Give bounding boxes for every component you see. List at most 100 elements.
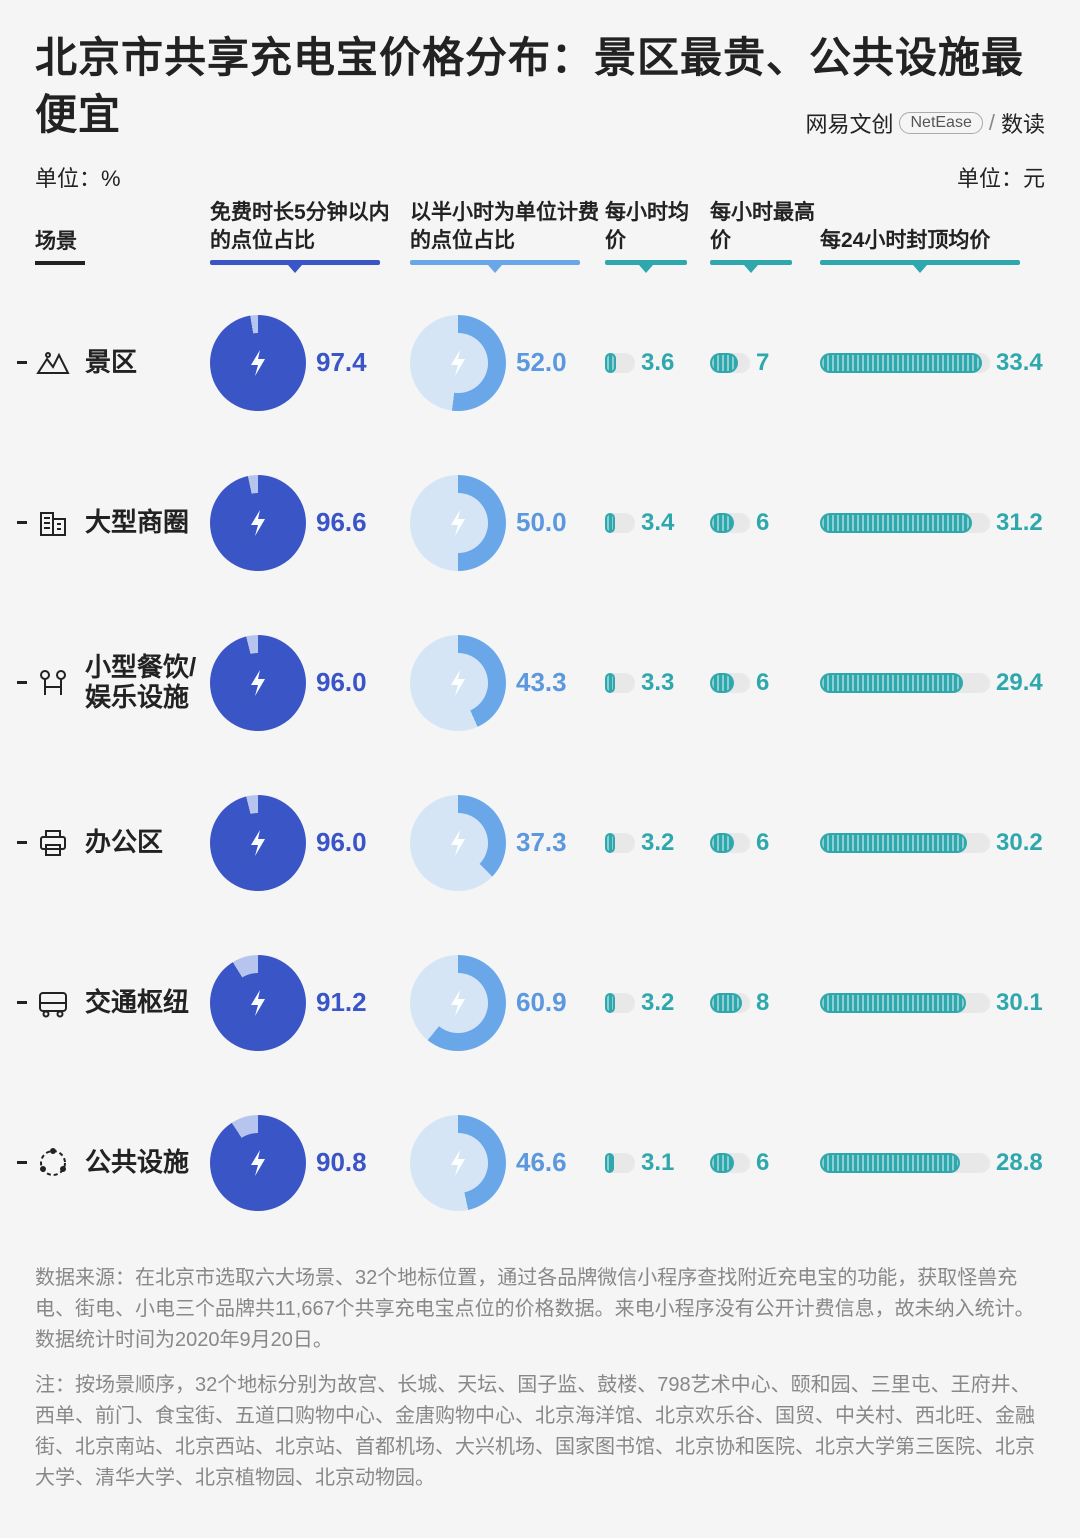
bar1-cell: 3.4 xyxy=(605,509,710,537)
brand-credit: 网易文创 NetEase / 数读 xyxy=(805,107,1045,139)
header-donut2-label: 以半小时为单位计费的点位占比 xyxy=(410,199,605,254)
bar3-value: 28.8 xyxy=(996,1149,1043,1177)
data-row: 大型商圈 96.6 50.0 3.4 6 31.2 xyxy=(35,443,1045,603)
header-bar3: 每24小时封顶均价 xyxy=(820,227,1045,265)
bar1-value: 3.3 xyxy=(641,669,674,697)
bar1-value: 3.4 xyxy=(641,509,674,537)
brand-suffix: 数读 xyxy=(1001,107,1045,139)
bar1-cell: 3.6 xyxy=(605,349,710,377)
bar2-value: 7 xyxy=(756,349,769,377)
header-donut2: 以半小时为单位计费的点位占比 xyxy=(410,199,605,265)
bus-icon xyxy=(35,985,71,1021)
bar1-value: 3.6 xyxy=(641,349,674,377)
donut2-value: 52.0 xyxy=(516,347,567,378)
footnote-source: 数据来源：在北京市选取六大场景、32个地标位置，通过各品牌微信小程序查找附近充电… xyxy=(35,1263,1045,1356)
unit-right: 单位：元 xyxy=(957,161,1045,193)
donut1-cell: 96.6 xyxy=(210,475,410,571)
bar2-value: 6 xyxy=(756,669,769,697)
header-bar3-label: 每24小时封顶均价 xyxy=(820,227,1045,254)
unit-row: 单位：% 单位：元 xyxy=(35,161,1045,193)
scene-label: 小型餐饮/娱乐设施 xyxy=(85,653,210,713)
data-row: 景区 97.4 52.0 3.6 7 33.4 xyxy=(35,283,1045,443)
bar3-cell: 28.8 xyxy=(820,1149,1045,1177)
fork-icon xyxy=(35,665,71,701)
bar3-value: 33.4 xyxy=(996,349,1043,377)
donut2-value: 50.0 xyxy=(516,507,567,538)
building-icon xyxy=(35,505,71,541)
printer-icon xyxy=(35,825,71,861)
donut2-cell: 43.3 xyxy=(410,635,605,731)
scene-cell: 公共设施 xyxy=(35,1145,210,1181)
scene-tick xyxy=(17,361,27,364)
scene-cell: 大型商圈 xyxy=(35,505,210,541)
header-donut2-underline xyxy=(410,260,580,265)
bar3-value: 29.4 xyxy=(996,669,1043,697)
bar3-cell: 31.2 xyxy=(820,509,1045,537)
bar2-cell: 6 xyxy=(710,509,820,537)
data-row: 办公区 96.0 37.3 3.2 6 30.2 xyxy=(35,763,1045,923)
bar3-cell: 29.4 xyxy=(820,669,1045,697)
bar1-cell: 3.2 xyxy=(605,989,710,1017)
scene-cell: 景区 xyxy=(35,345,210,381)
donut2-cell: 60.9 xyxy=(410,955,605,1051)
footnote-note: 注：按场景顺序，32个地标分别为故宫、长城、天坛、国子监、鼓楼、798艺术中心、… xyxy=(35,1370,1045,1494)
donut2-value: 37.3 xyxy=(516,827,567,858)
bar1-value: 3.2 xyxy=(641,989,674,1017)
header-donut1-underline xyxy=(210,260,380,265)
donut1-cell: 97.4 xyxy=(210,315,410,411)
header-bar2-label: 每小时最高价 xyxy=(710,199,820,254)
donut1-value: 96.0 xyxy=(316,827,367,858)
donut2-value: 46.6 xyxy=(516,1147,567,1178)
bar2-cell: 6 xyxy=(710,829,820,857)
scene-label: 公共设施 xyxy=(85,1148,189,1178)
footnotes: 数据来源：在北京市选取六大场景、32个地标位置，通过各品牌微信小程序查找附近充电… xyxy=(35,1263,1045,1494)
data-row: 公共设施 90.8 46.6 3.1 6 28.8 xyxy=(35,1083,1045,1243)
brand-badge: NetEase xyxy=(899,112,982,134)
bar3-value: 30.2 xyxy=(996,829,1043,857)
bar2-cell: 8 xyxy=(710,989,820,1017)
donut2-cell: 52.0 xyxy=(410,315,605,411)
scene-label: 大型商圈 xyxy=(85,508,189,538)
donut1-value: 96.0 xyxy=(316,667,367,698)
data-row: 小型餐饮/娱乐设施 96.0 43.3 3.3 6 29.4 xyxy=(35,603,1045,763)
unit-left: 单位：% xyxy=(35,161,121,193)
bar2-value: 6 xyxy=(756,509,769,537)
header-scene-underline xyxy=(35,261,85,265)
data-rows: 景区 97.4 52.0 3.6 7 33.4 xyxy=(35,283,1045,1243)
scene-cell: 办公区 xyxy=(35,825,210,861)
header-donut1-label: 免费时长5分钟以内的点位占比 xyxy=(210,199,410,254)
bar1-value: 3.1 xyxy=(641,1149,674,1177)
bar2-value: 8 xyxy=(756,989,769,1017)
bar1-value: 3.2 xyxy=(641,829,674,857)
header-bar1-label: 每小时均 价 xyxy=(605,199,710,254)
header-donut1: 免费时长5分钟以内的点位占比 xyxy=(210,199,410,265)
donut2-cell: 46.6 xyxy=(410,1115,605,1211)
donut2-cell: 37.3 xyxy=(410,795,605,891)
header-scene: 场景 xyxy=(35,228,210,265)
scene-tick xyxy=(17,1161,27,1164)
scene-label: 办公区 xyxy=(85,828,163,858)
scene-label: 交通枢纽 xyxy=(85,988,189,1018)
header-bar2-underline xyxy=(710,260,792,265)
bar2-cell: 6 xyxy=(710,1149,820,1177)
donut1-cell: 91.2 xyxy=(210,955,410,1051)
donut1-cell: 96.0 xyxy=(210,795,410,891)
donut1-value: 96.6 xyxy=(316,507,367,538)
scene-tick xyxy=(17,681,27,684)
data-row: 交通枢纽 91.2 60.9 3.2 8 30.1 xyxy=(35,923,1045,1083)
scene-tick xyxy=(17,521,27,524)
donut2-cell: 50.0 xyxy=(410,475,605,571)
circle-icon xyxy=(35,1145,71,1181)
bar3-value: 31.2 xyxy=(996,509,1043,537)
donut1-cell: 90.8 xyxy=(210,1115,410,1211)
bar1-cell: 3.1 xyxy=(605,1149,710,1177)
donut2-value: 60.9 xyxy=(516,987,567,1018)
column-headers: 场景 免费时长5分钟以内的点位占比 以半小时为单位计费的点位占比 每小时均 价 … xyxy=(35,199,1045,265)
bar3-cell: 33.4 xyxy=(820,349,1045,377)
bar2-value: 6 xyxy=(756,829,769,857)
bar2-cell: 6 xyxy=(710,669,820,697)
brand-slash: / xyxy=(989,110,995,136)
bar1-cell: 3.2 xyxy=(605,829,710,857)
scene-tick xyxy=(17,1001,27,1004)
header-bar3-underline xyxy=(820,260,1020,265)
